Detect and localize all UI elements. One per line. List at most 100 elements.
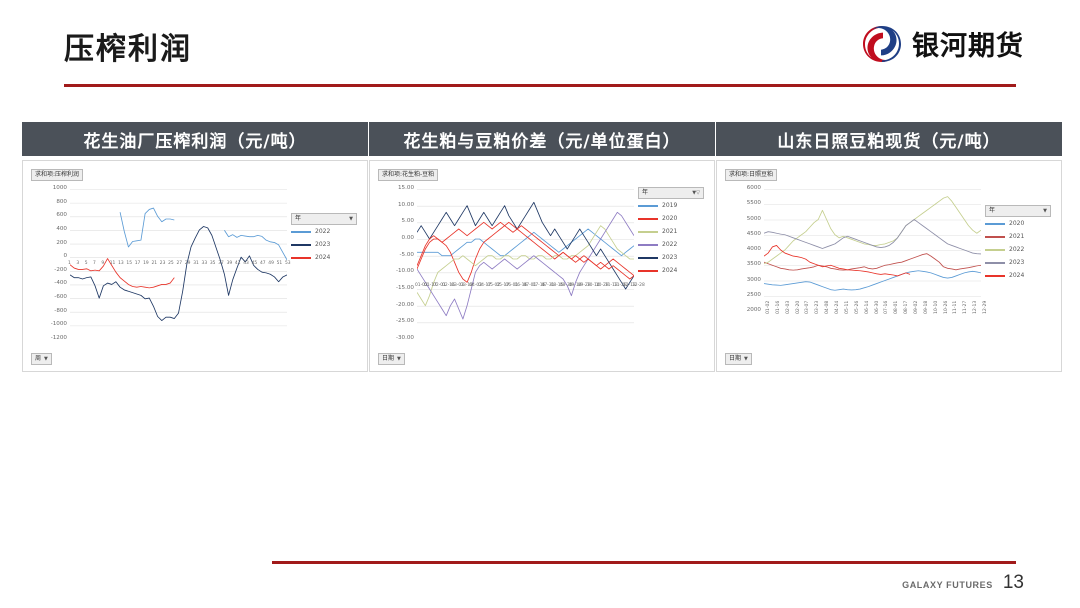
chevron-down-icon: ▼ [44, 355, 48, 362]
panel-title-bar: 花生粕与豆粕价差（元/单位蛋白） [369, 122, 715, 156]
legend-color-swatch [638, 217, 658, 220]
legend-label: 2024 [315, 254, 331, 261]
legend-color-swatch [638, 256, 658, 259]
pivot-value-field-button[interactable]: 求和项:压榨利润 [31, 169, 84, 181]
legend-label: 2022 [662, 241, 678, 248]
y-tick-label: -15.00 [395, 285, 414, 291]
x-tick-label: 23 [159, 261, 166, 266]
x-tick-label: 06-30 [874, 300, 880, 314]
chevron-down-icon: ▼ [349, 215, 353, 222]
x-tick-label: 02-03 [785, 300, 791, 314]
pivot-value-field-label: 求和项:花生粕-豆粕 [382, 171, 435, 178]
pivot-axis-field-button[interactable]: 日期 ▼ [725, 353, 752, 365]
panel-title-bar: 山东日照豆粕现货（元/吨） [716, 122, 1062, 156]
pivot-legend-field-label: 年 [642, 189, 649, 196]
pivot-legend-field-button[interactable]: 年 ▼▽ [638, 187, 704, 199]
pivot-value-field-label: 求和项:日照豆粕 [729, 171, 774, 178]
legend-entry: 2021 [985, 230, 1051, 243]
y-tick-label: -5.00 [399, 251, 414, 258]
y-tick-label: -400 [54, 280, 67, 287]
legend-color-swatch [291, 256, 311, 259]
series-line [764, 270, 981, 291]
x-tick-label: 29 [184, 261, 191, 266]
series-line [764, 244, 911, 277]
page-title: 压榨利润 [64, 32, 192, 67]
x-tick-label: 11-13 [604, 283, 618, 288]
x-tick-label: 07-01 [523, 283, 537, 288]
x-tick-label: 47 [259, 261, 266, 266]
y-tick-label: 15.00 [397, 185, 414, 191]
x-tick-label: 39 [226, 261, 233, 266]
chart-panel-peanut-meal-soymeal-spread: 花生粕与豆粕价差（元/单位蛋白） 求和项:花生粕-豆粕 日期 ▼ 15.00 10… [369, 122, 715, 372]
x-tick-label: 09-14 [568, 283, 582, 288]
legend-label: 2023 [662, 254, 678, 261]
plot-svg [70, 189, 287, 327]
legend-color-swatch [638, 243, 658, 246]
y-tick-label: 400 [56, 225, 67, 232]
x-tick-label: 11-11 [953, 300, 959, 314]
series-line [417, 221, 634, 283]
series-line [417, 211, 634, 320]
y-tick-label: 10.00 [397, 201, 414, 208]
x-tick-label: 08-30 [559, 283, 573, 288]
pivot-value-field-button[interactable]: 求和项:日照豆粕 [725, 169, 778, 181]
x-tick-label: 05-26 [854, 300, 860, 314]
x-tick-label: 12-13 [973, 300, 979, 314]
y-tick-label: 600 [56, 212, 67, 219]
legend-color-swatch [638, 269, 658, 272]
x-tick-label: 41 [234, 261, 241, 266]
panel-title: 花生油厂压榨利润（元/吨） [83, 131, 307, 152]
panel-title-bar: 花生油厂压榨利润（元/吨） [22, 122, 368, 156]
x-tick-label: 07-16 [884, 300, 890, 314]
pivot-legend-field-label: 年 [989, 207, 996, 214]
x-tick-label: 01-02 [766, 300, 771, 314]
plot-svg [764, 189, 981, 297]
y-tick-label: 3000 [746, 276, 761, 283]
y-tick-label: 5.00 [401, 218, 414, 225]
series-line [417, 225, 634, 307]
plot-svg [417, 189, 634, 324]
pivot-axis-field-button[interactable]: 日期 ▼ [378, 353, 405, 365]
pivot-legend-field-button[interactable]: 年 ▼ [291, 213, 357, 225]
pivot-value-field-label: 求和项:压榨利润 [35, 171, 80, 178]
panel-title: 花生粕与豆粕价差（元/单位蛋白） [403, 131, 681, 152]
chart-legend: 年 ▼▽ 2019 2020 2021 2022 2023 2024 [638, 187, 704, 277]
x-tick-label: 04-24 [835, 300, 841, 314]
chart-legend: 年 ▼ 2022 2023 2024 [291, 213, 357, 264]
y-tick-label: 0 [63, 253, 67, 260]
legend-label: 2023 [1009, 259, 1025, 266]
x-tick-label: 08-01 [894, 300, 900, 314]
y-tick-label: 6000 [746, 185, 761, 191]
x-tick-label: 02-16 [442, 283, 455, 288]
x-tick-label: 12-13 [622, 283, 636, 288]
footer-divider [272, 561, 1016, 564]
legend-color-swatch [985, 222, 1005, 225]
pivot-value-field-button[interactable]: 求和项:花生粕-豆粕 [378, 169, 439, 181]
legend-label: 2021 [662, 228, 678, 235]
pivot-legend-field-button[interactable]: 年 ▼ [985, 205, 1051, 217]
x-tick-label: 09-02 [913, 300, 919, 314]
series-line [119, 207, 175, 248]
legend-entry: 2024 [638, 264, 704, 277]
chart-panel-shandong-rizhao-soymeal-spot: 山东日照豆粕现货（元/吨） 求和项:日照豆粕 日期 ▼ 6000 5500 5000… [716, 122, 1062, 372]
x-tick-label: 1 [68, 261, 71, 266]
y-tick-label: 200 [56, 239, 67, 246]
series-line [417, 201, 634, 290]
plot-area: 6000 5500 5000 4500 4000 3500 3000 2500 2000 01-0… [747, 185, 988, 314]
x-tick-label: 08-17 [904, 300, 910, 314]
x-tick-label: 03-07 [805, 300, 811, 314]
series-line [70, 258, 175, 289]
chart-panel-peanut-oil-crush-margin: 花生油厂压榨利润（元/吨） 求和项:压榨利润 周 ▼ 1000 800 600 400… [22, 122, 368, 372]
x-tick-label: 09-18 [923, 300, 929, 314]
pivot-axis-field-button[interactable]: 周 ▼ [31, 353, 52, 365]
panel-body: 求和项:花生粕-豆粕 日期 ▼ 15.00 10.00 5.00 0.00 -5.00 -… [369, 160, 715, 372]
legend-entry: 2023 [638, 251, 704, 264]
y-tick-label: -20.00 [395, 301, 414, 308]
x-tick-label: 11-27 [963, 300, 969, 314]
legend-color-swatch [638, 230, 658, 233]
x-tick-label: 04-08 [825, 300, 831, 314]
x-tick-label: 12-28 [632, 283, 645, 288]
x-tick-label: 01-02 [415, 283, 428, 288]
plot-area: 15.00 10.00 5.00 0.00 -5.00 -10.00 -15.00 -20.0… [396, 185, 645, 340]
x-tick-label: 21 [151, 261, 158, 266]
